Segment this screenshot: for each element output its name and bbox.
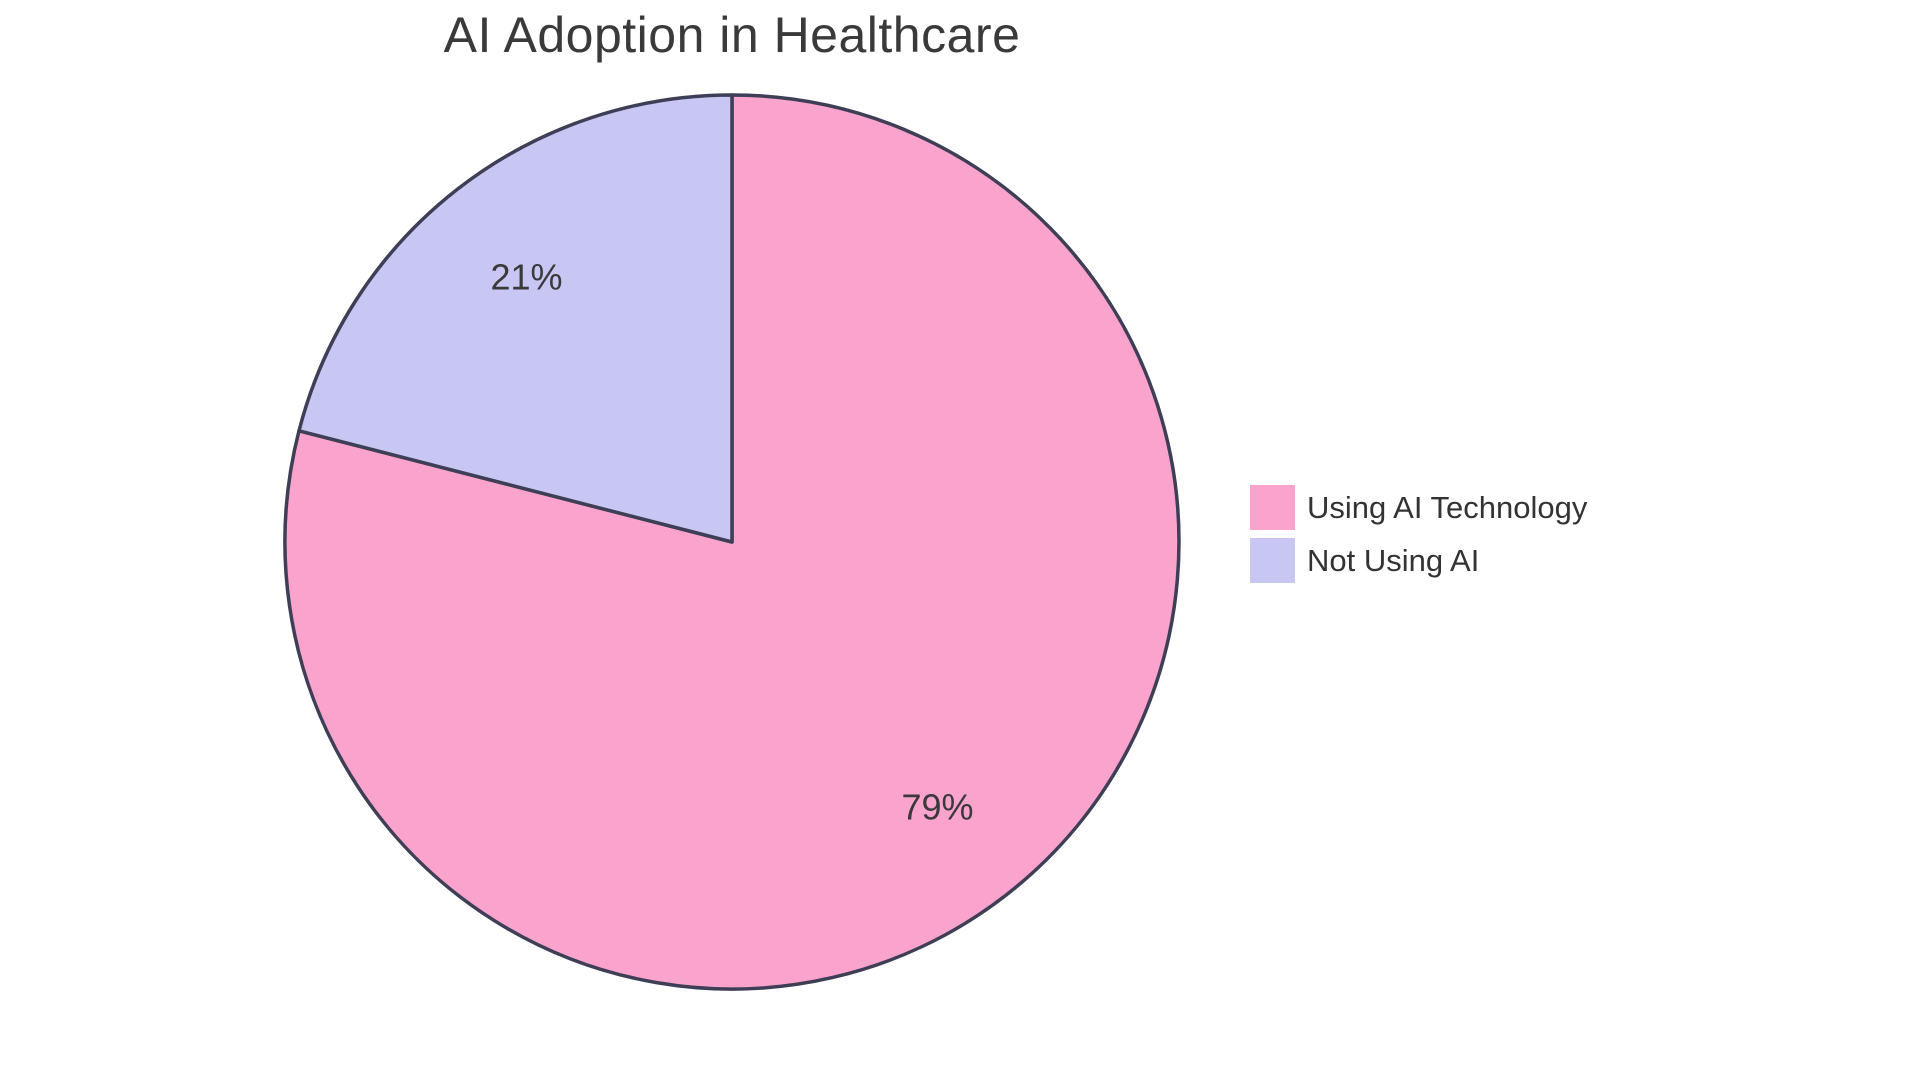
- legend-item-not-using-ai[interactable]: Not Using AI: [1250, 538, 1587, 583]
- legend-swatch-using-ai-technology: [1250, 485, 1295, 530]
- chart-title: AI Adoption in Healthcare: [443, 7, 1021, 63]
- legend-swatch-not-using-ai: [1250, 538, 1295, 583]
- slice-label-not-using-ai: 21%: [490, 257, 562, 298]
- legend-item-using-ai-technology[interactable]: Using AI Technology: [1250, 485, 1587, 530]
- legend: Using AI Technology Not Using AI: [1250, 485, 1587, 583]
- pie-slice-not-using-ai[interactable]: [297, 93, 734, 544]
- slice-label-using-ai-technology: 79%: [901, 786, 973, 827]
- legend-label: Using AI Technology: [1307, 489, 1588, 525]
- pie-slice-using-ai-technology[interactable]: [283, 93, 1181, 991]
- legend-label: Not Using AI: [1307, 542, 1480, 578]
